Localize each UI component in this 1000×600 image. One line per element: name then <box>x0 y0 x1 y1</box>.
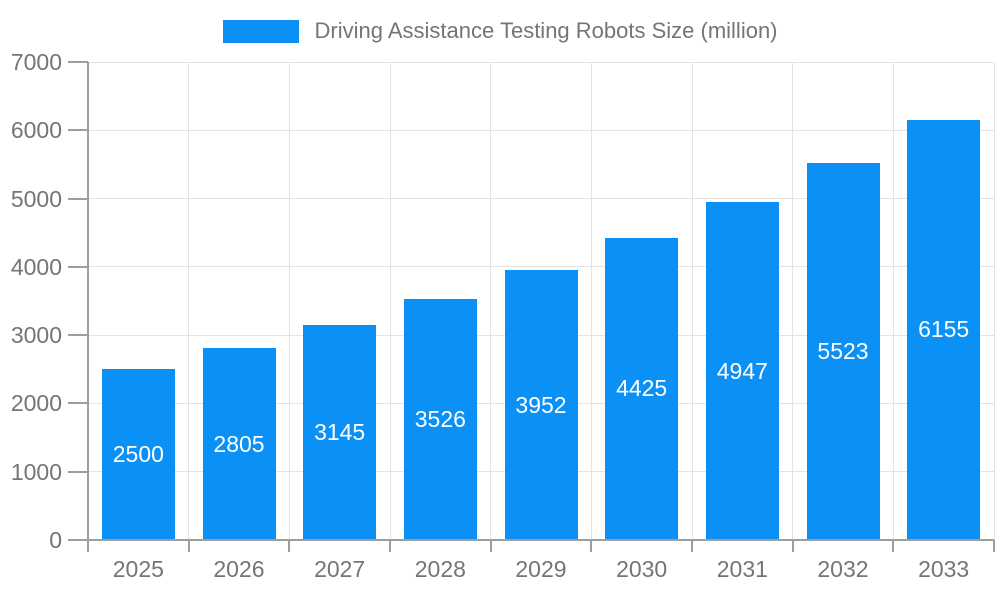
x-tick-label: 2028 <box>414 556 466 582</box>
y-tick <box>68 470 88 473</box>
hgridline <box>88 266 994 268</box>
x-tick-label: 2026 <box>213 556 265 582</box>
bar: 6155 <box>907 119 981 540</box>
bar-value-label: 3526 <box>414 406 466 433</box>
x-tick <box>389 540 391 552</box>
y-tick-label: 6000 <box>10 117 62 144</box>
y-tick <box>68 61 88 63</box>
hgridline <box>88 129 994 131</box>
y-tick <box>68 539 88 541</box>
vgridline <box>288 62 290 540</box>
vgridline <box>590 62 592 540</box>
y-axis-line <box>87 62 89 552</box>
bar-value-label: 4947 <box>716 357 768 384</box>
hgridline <box>88 61 994 63</box>
vgridline <box>188 62 190 540</box>
bar: 5523 <box>806 162 880 540</box>
x-tick <box>489 540 492 552</box>
bar: 4425 <box>605 237 679 540</box>
legend[interactable]: Driving Assistance Testing Robots Size (… <box>0 18 1000 44</box>
x-tick-label: 2031 <box>716 556 768 582</box>
y-tick <box>68 402 88 405</box>
x-tick-label: 2032 <box>817 556 869 582</box>
y-tick-label: 1000 <box>10 458 62 485</box>
y-tick-label: 2000 <box>10 390 62 417</box>
vgridline <box>892 62 894 540</box>
x-tick-label: 2027 <box>314 556 366 582</box>
x-tick-label: 2030 <box>616 556 668 582</box>
bar: 3952 <box>504 270 578 540</box>
bar-value-label: 3952 <box>515 391 567 418</box>
legend-swatch-icon[interactable] <box>222 19 299 43</box>
vgridline <box>490 62 492 540</box>
y-tick <box>68 334 88 337</box>
bar-value-label: 2805 <box>213 430 265 457</box>
x-tick <box>288 540 291 552</box>
y-tick <box>68 265 88 268</box>
x-tick <box>691 540 693 552</box>
x-axis-line <box>88 539 994 541</box>
x-tick-label: 2033 <box>918 556 970 582</box>
y-tick-label: 5000 <box>10 185 62 212</box>
x-tick <box>791 540 794 552</box>
x-tick-label: 2029 <box>515 556 567 582</box>
x-tick <box>590 540 593 552</box>
vgridline <box>993 62 995 540</box>
y-tick-label: 4000 <box>10 253 62 280</box>
bar: 3526 <box>403 299 477 540</box>
bar: 4947 <box>705 202 779 540</box>
bar: 2805 <box>202 348 276 540</box>
bar-value-label: 2500 <box>112 441 164 468</box>
bar-value-label: 4425 <box>616 375 668 402</box>
plot-area: 2500 2805 3145 3526 3952 4425 4947 5523 6155 0 100… <box>11 49 995 582</box>
y-tick <box>68 129 88 132</box>
legend-label[interactable]: Driving Assistance Testing Robots Size (… <box>314 18 778 43</box>
y-tick-label: 7000 <box>10 49 62 75</box>
vgridline <box>389 62 391 540</box>
vgridline <box>792 62 794 540</box>
x-tick <box>87 540 89 552</box>
bar-value-label: 3145 <box>314 419 366 446</box>
y-tick-label: 3000 <box>10 322 62 349</box>
hgridline <box>88 198 994 200</box>
x-tick <box>187 540 190 552</box>
bar: 2500 <box>101 369 175 540</box>
x-tick <box>993 540 995 552</box>
bar: 3145 <box>303 325 377 540</box>
y-tick-label: 0 <box>49 527 62 553</box>
bar-value-label: 6155 <box>918 316 970 343</box>
y-tick <box>68 197 88 200</box>
vgridline <box>691 62 693 540</box>
bar-value-label: 5523 <box>817 337 869 364</box>
x-tick-label: 2025 <box>112 556 164 582</box>
x-tick <box>892 540 895 552</box>
